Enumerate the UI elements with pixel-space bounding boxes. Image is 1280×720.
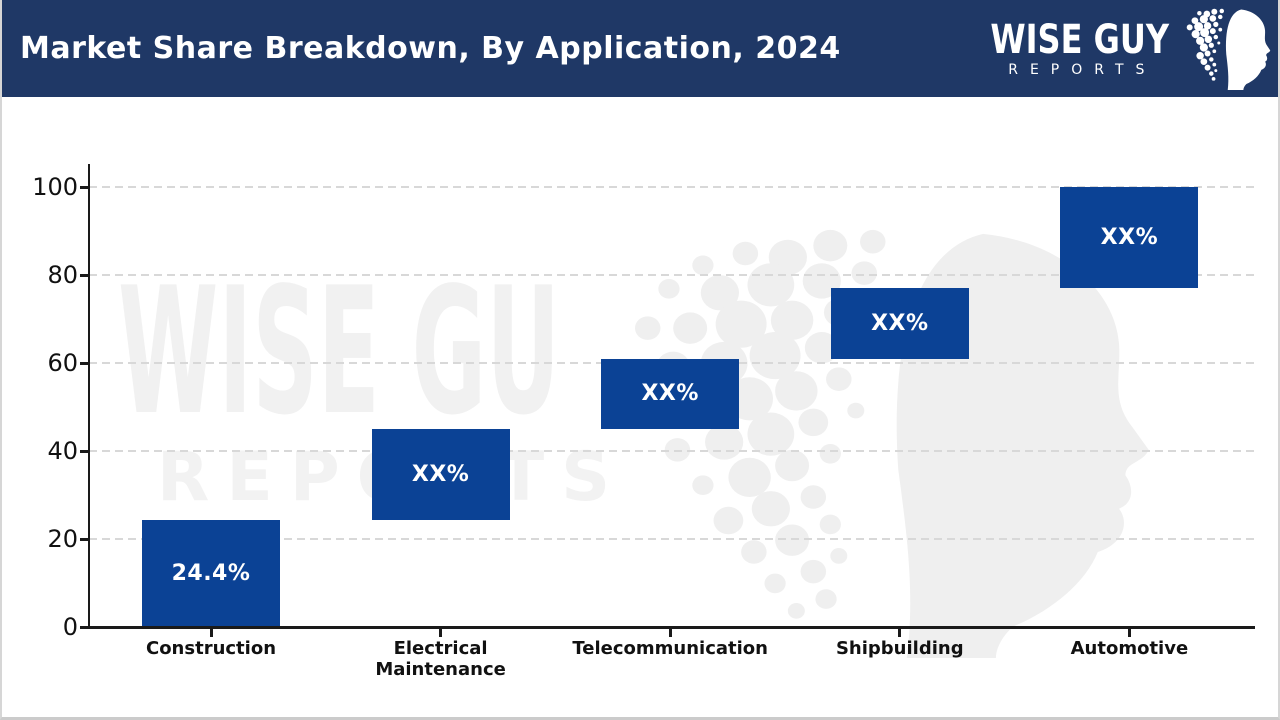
y-axis-tick [80, 185, 88, 189]
y-axis-tick [80, 449, 88, 453]
bar-value-label: XX% [411, 461, 470, 487]
x-axis-tick [209, 629, 213, 637]
x-axis-line [83, 626, 1255, 629]
x-axis-tick [898, 629, 902, 637]
x-axis-category-label: Shipbuilding [835, 638, 964, 659]
bar-value-label: XX% [1100, 225, 1159, 251]
x-axis-tick [1127, 629, 1131, 637]
bar-shipbuilding: XX% [830, 288, 969, 359]
gridline [89, 186, 1255, 188]
gridline [89, 274, 1255, 276]
bar-telecommunication: XX% [601, 358, 740, 429]
wiseguy-wordmark: WISE GUY [989, 17, 1169, 63]
x-axis-category-label: Construction [145, 638, 277, 659]
wiseguy-logo-text: WISE GUY REPORTS [968, 19, 1191, 78]
header-bar: Market Share Breakdown, By Application, … [0, 0, 1280, 97]
bar-construction: 24.4% [142, 519, 280, 627]
bar-value-label: XX% [871, 310, 929, 336]
y-axis-tick-label: 100 [32, 173, 78, 201]
bar-value-label: 24.4% [171, 560, 251, 586]
x-axis-category-label: Automotive [1070, 638, 1189, 659]
bar-automotive: XX% [1060, 187, 1199, 289]
y-axis-tick-label: 20 [47, 525, 78, 553]
wiseguy-reports-text: REPORTS [1008, 62, 1157, 78]
x-axis-tick [668, 629, 672, 637]
x-axis-category-label: Telecommunication [572, 638, 768, 659]
y-axis-tick-label: 0 [62, 613, 78, 641]
bar-electrical-maintenance: XX% [371, 429, 510, 520]
logo-dot-cluster [1186, 8, 1225, 81]
y-axis-tick-label: 60 [47, 349, 78, 377]
y-axis-tick [80, 537, 88, 541]
y-axis-tick [80, 273, 88, 277]
x-axis-category-label: Electrical Maintenance [375, 638, 506, 680]
wiseguy-logo: WISE GUY REPORTS [968, 0, 1274, 97]
wiseguy-face-logo-icon [1186, 8, 1271, 90]
bar-value-label: XX% [641, 381, 699, 407]
gridline [89, 450, 1255, 452]
y-axis-tick-label: 40 [47, 437, 78, 465]
gridline [89, 538, 1255, 540]
watermark-dot-cluster [626, 229, 892, 619]
page-title: Market Share Breakdown, By Application, … [20, 31, 841, 66]
y-axis-tick-label: 80 [47, 261, 78, 289]
x-axis-tick [439, 629, 443, 637]
y-axis-tick [80, 361, 88, 365]
y-axis-line [87, 164, 90, 629]
watermark-wordmark: WISE GU [118, 251, 561, 454]
